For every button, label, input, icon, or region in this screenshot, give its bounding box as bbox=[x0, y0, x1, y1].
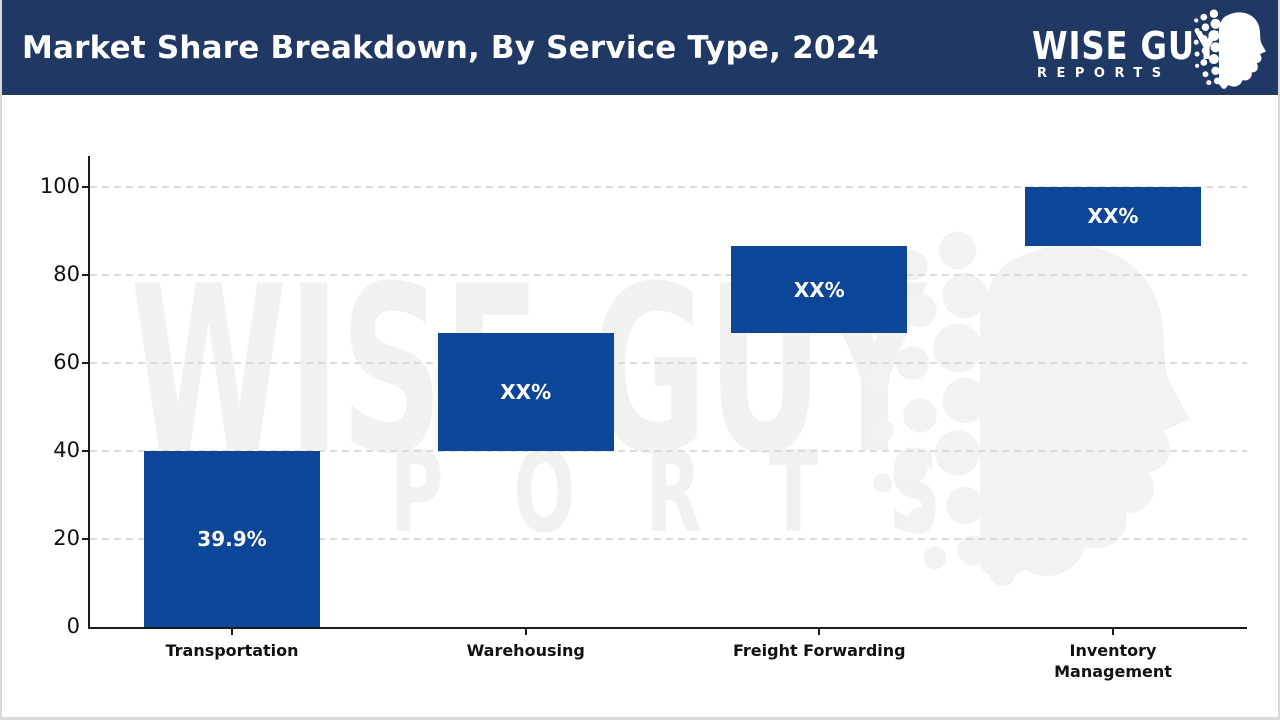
y-axis-spine bbox=[88, 156, 90, 629]
y-tick-mark bbox=[82, 362, 90, 364]
bar-transportation: 39.9% bbox=[144, 451, 320, 627]
y-tick-label: 60 bbox=[53, 350, 80, 374]
y-tick-label: 0 bbox=[66, 614, 80, 638]
y-tick-label: 20 bbox=[53, 526, 80, 550]
gridline bbox=[90, 538, 1247, 540]
bar-value-label: XX% bbox=[1087, 204, 1139, 229]
gridline bbox=[90, 186, 1247, 188]
y-tick-label: 40 bbox=[53, 438, 80, 462]
y-tick-mark bbox=[82, 186, 90, 188]
brand-logo-name: WISE GUY bbox=[1032, 24, 1220, 68]
brand-logo: WISE GUY REPORTS bbox=[1004, 0, 1274, 95]
y-tick-label: 80 bbox=[53, 262, 80, 286]
gridline bbox=[90, 274, 1247, 276]
x-tick-label: Freight Forwarding bbox=[732, 641, 906, 660]
face-dots-icon bbox=[1193, 9, 1266, 89]
bar-value-label: XX% bbox=[793, 277, 845, 302]
x-tick-mark bbox=[1112, 627, 1114, 635]
bar-inventory-management: XX% bbox=[1025, 187, 1201, 246]
x-tick-mark bbox=[818, 627, 821, 635]
y-tick-label: 100 bbox=[39, 174, 80, 198]
x-tick-mark bbox=[231, 627, 233, 635]
report-header: Market Share Breakdown, By Service Type,… bbox=[2, 0, 1278, 95]
y-tick-mark bbox=[82, 274, 90, 276]
x-tick-label: Warehousing bbox=[466, 641, 585, 660]
bar-value-label: 39.9% bbox=[197, 527, 267, 552]
page-title: Market Share Breakdown, By Service Type,… bbox=[22, 29, 880, 66]
x-tick-label: Inventory Management bbox=[1054, 641, 1172, 681]
y-tick-mark bbox=[82, 538, 90, 540]
brand-logo-subtitle: REPORTS bbox=[1037, 66, 1171, 81]
gridline bbox=[90, 450, 1247, 452]
bar-warehousing: XX% bbox=[437, 333, 614, 452]
x-tick-label: Transportation bbox=[165, 641, 299, 660]
gridline bbox=[90, 362, 1247, 364]
bar-freight-forwarding: XX% bbox=[731, 245, 908, 334]
x-axis-spine bbox=[88, 627, 1247, 629]
y-tick-mark bbox=[82, 450, 90, 452]
bar-value-label: XX% bbox=[500, 380, 552, 405]
x-tick-mark bbox=[524, 627, 527, 635]
